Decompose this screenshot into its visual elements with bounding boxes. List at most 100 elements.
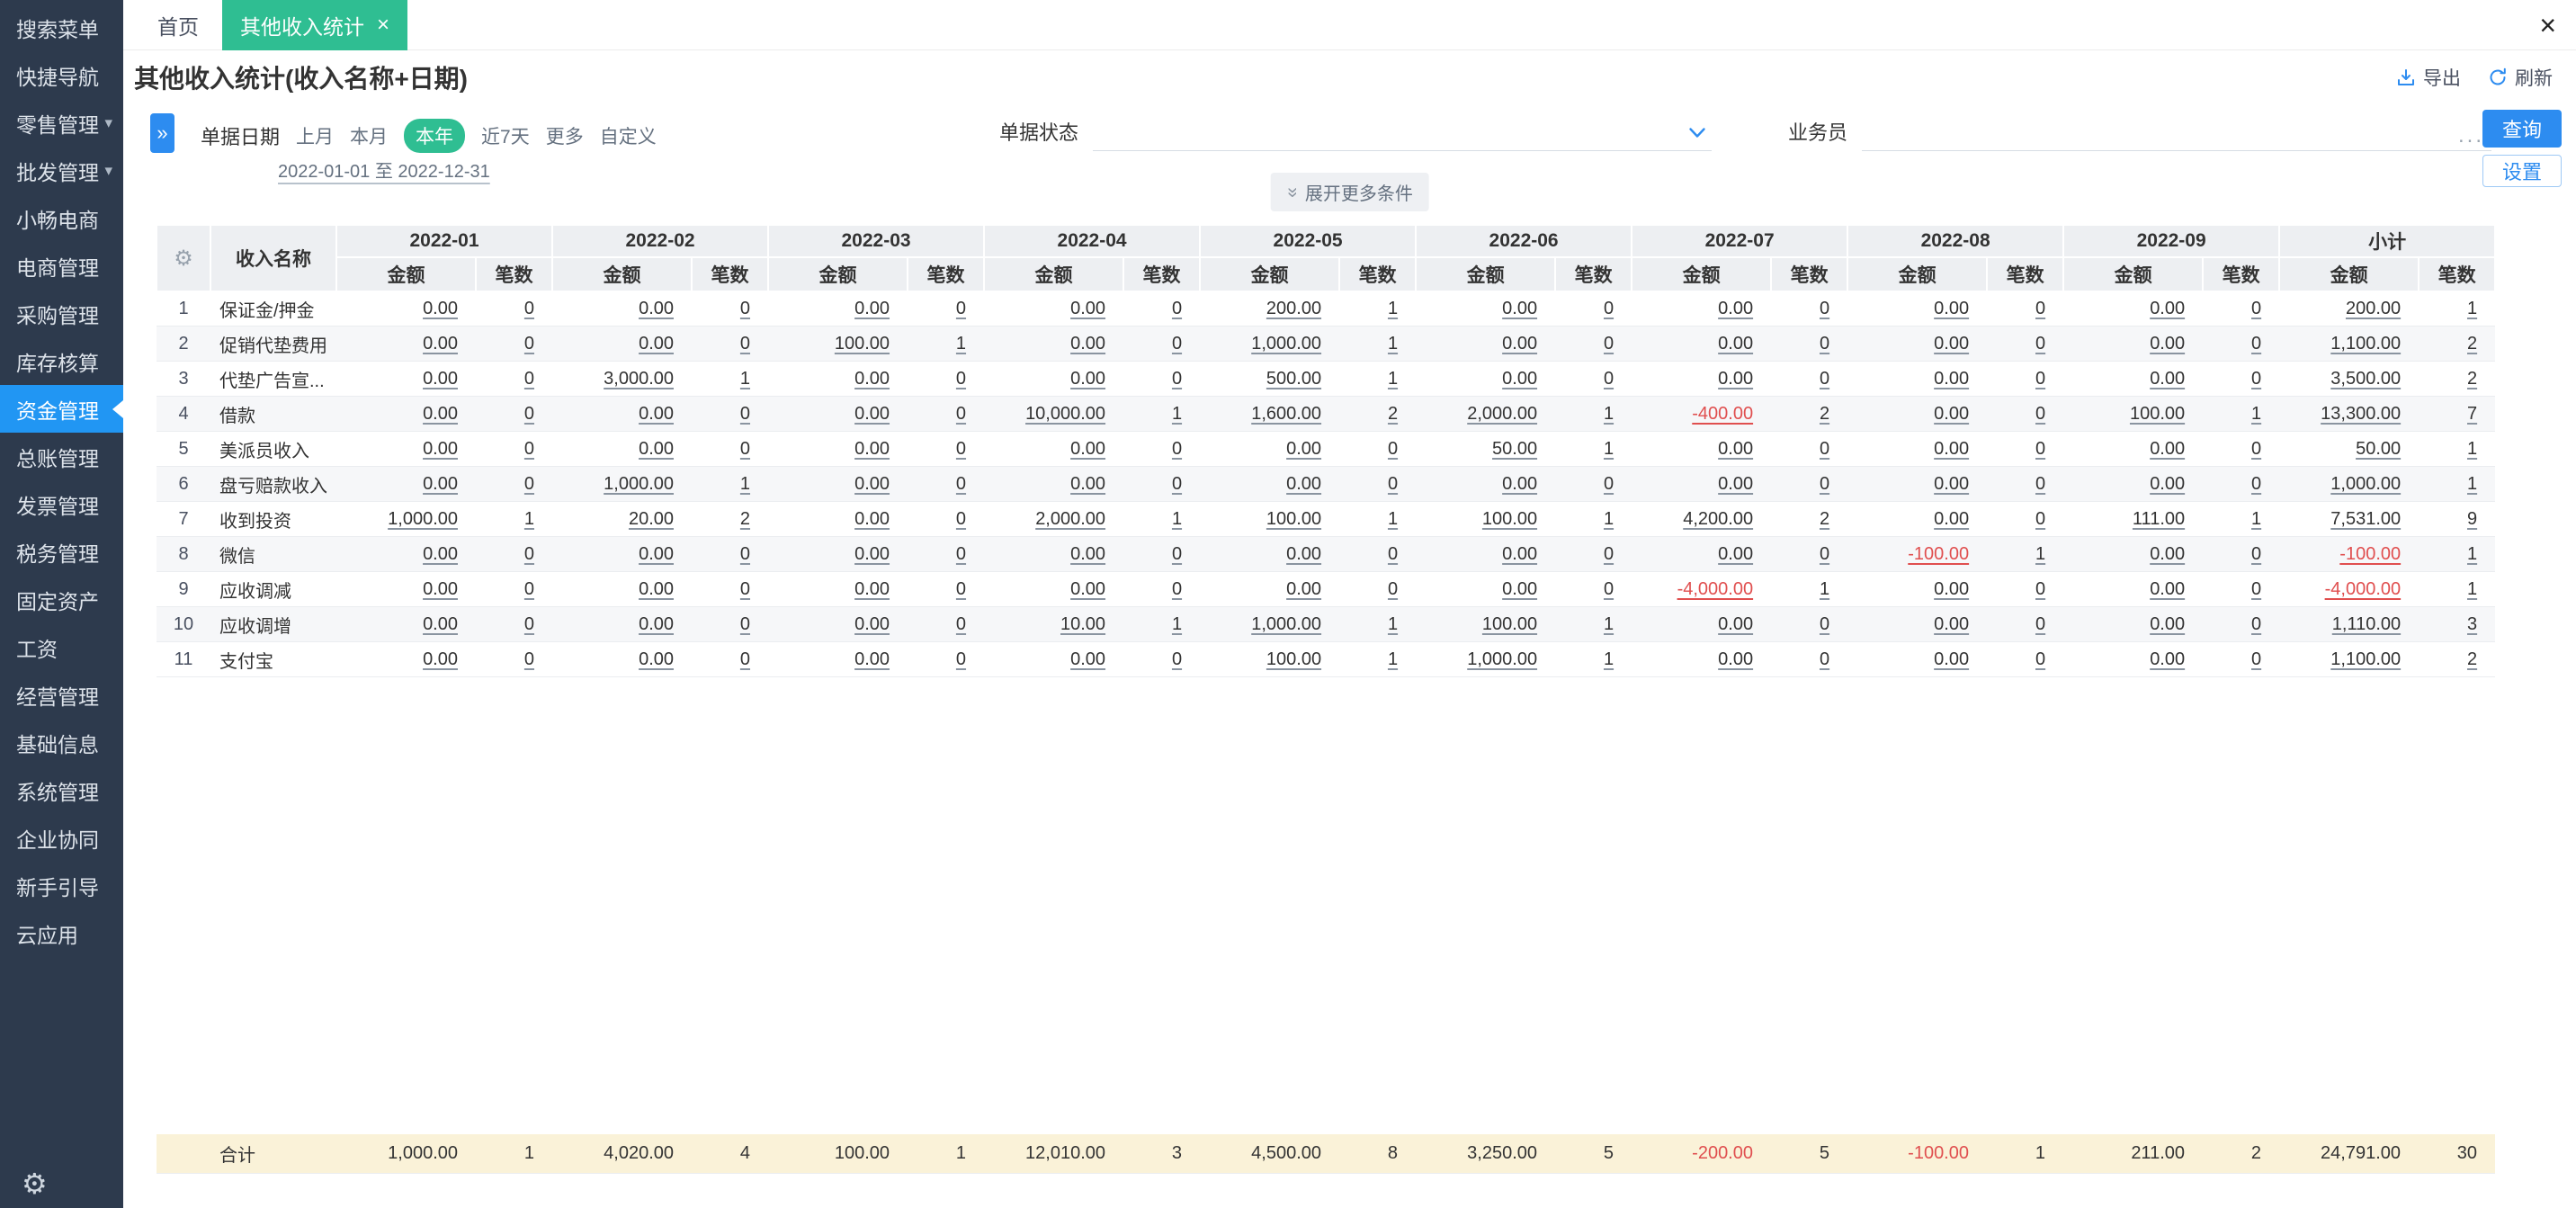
amount-link[interactable]: 50.00 — [2356, 438, 2402, 459]
date-quick-option[interactable]: 上月 — [296, 127, 335, 148]
date-range-value[interactable]: 2022-01-01 至 2022-12-31 — [278, 162, 490, 182]
export-button[interactable]: 导出 — [2396, 64, 2461, 91]
amount-link[interactable]: 0.00 — [1934, 473, 1970, 494]
count-link[interactable]: 1 — [1603, 613, 1614, 634]
sidebar-item[interactable]: 发票管理 — [0, 480, 123, 528]
amount-link[interactable]: 0.00 — [423, 368, 458, 389]
count-link[interactable]: 1 — [2467, 298, 2478, 318]
amount-link[interactable]: 0.00 — [639, 578, 675, 599]
amount-link[interactable]: 0.00 — [2150, 543, 2186, 564]
amount-link[interactable]: 1,100.00 — [2330, 649, 2402, 669]
amount-link[interactable]: 2,000.00 — [1467, 403, 1538, 424]
settings-gear-icon[interactable]: ⚙ — [22, 1168, 48, 1200]
count-link[interactable]: 1 — [523, 508, 535, 529]
count-link[interactable]: 0 — [1603, 333, 1614, 353]
amount-link[interactable]: 7,531.00 — [2330, 508, 2402, 529]
sidebar-item[interactable]: 电商管理 — [0, 242, 123, 290]
amount-link[interactable]: 0.00 — [854, 613, 890, 634]
count-link[interactable]: 0 — [955, 473, 967, 494]
amount-link[interactable]: 500.00 — [1266, 368, 1322, 389]
count-link[interactable]: 1 — [1171, 508, 1183, 529]
count-link[interactable]: 0 — [2035, 403, 2046, 424]
amount-link[interactable]: 0.00 — [854, 473, 890, 494]
sidebar-item[interactable]: 基础信息 — [0, 719, 123, 766]
amount-link[interactable]: 0.00 — [854, 368, 890, 389]
count-link[interactable]: 0 — [2035, 578, 2046, 599]
count-link[interactable]: 0 — [1171, 333, 1183, 353]
sidebar-item[interactable]: 固定资产 — [0, 576, 123, 623]
sidebar-item[interactable]: 新手引导 — [0, 862, 123, 909]
amount-link[interactable]: 13,300.00 — [2321, 403, 2402, 424]
sidebar-item[interactable]: 系统管理 — [0, 766, 123, 814]
amount-link[interactable]: 0.00 — [1934, 578, 1970, 599]
count-link[interactable]: 0 — [1819, 649, 1830, 669]
amount-link[interactable]: 10.00 — [1060, 613, 1106, 634]
amount-link[interactable]: 0.00 — [1718, 613, 1754, 634]
count-link[interactable]: 0 — [2251, 438, 2262, 459]
sidebar-item[interactable]: 资金管理 — [0, 385, 123, 433]
count-link[interactable]: 0 — [955, 543, 967, 564]
amount-link[interactable]: 100.00 — [1266, 649, 1322, 669]
sidebar-item[interactable]: 快捷导航 — [0, 51, 123, 99]
amount-link[interactable]: 0.00 — [1502, 333, 1538, 353]
date-quick-option[interactable]: 更多 — [545, 127, 584, 148]
count-link[interactable]: 1 — [2251, 403, 2262, 424]
amount-link[interactable]: 0.00 — [1070, 298, 1106, 318]
sidebar-item[interactable]: 库存核算 — [0, 337, 123, 385]
amount-link[interactable]: 0.00 — [639, 438, 675, 459]
window-close-icon[interactable]: × — [2539, 8, 2556, 41]
count-link[interactable]: 1 — [2467, 438, 2478, 459]
count-link[interactable]: 1 — [2467, 543, 2478, 564]
count-link[interactable]: 1 — [1171, 403, 1183, 424]
amount-link[interactable]: 1,000.00 — [388, 508, 458, 529]
sidebar-item[interactable]: 采购管理 — [0, 290, 123, 337]
amount-link[interactable]: 0.00 — [1934, 649, 1970, 669]
amount-link[interactable]: -4,000.00 — [2324, 578, 2402, 599]
count-link[interactable]: 0 — [739, 543, 751, 564]
amount-link[interactable]: 0.00 — [423, 298, 458, 318]
count-link[interactable]: 1 — [1819, 578, 1830, 599]
count-link[interactable]: 2 — [2467, 333, 2478, 353]
count-link[interactable]: 0 — [2035, 298, 2046, 318]
amount-link[interactable]: 100.00 — [2129, 403, 2186, 424]
amount-link[interactable]: 50.00 — [1492, 438, 1538, 459]
count-link[interactable]: 0 — [523, 649, 535, 669]
amount-link[interactable]: 0.00 — [854, 438, 890, 459]
amount-link[interactable]: 0.00 — [1070, 578, 1106, 599]
tab-other-income-stats[interactable]: 其他收入统计 × — [222, 0, 408, 50]
amount-link[interactable]: 0.00 — [1934, 403, 1970, 424]
count-link[interactable]: 1 — [1171, 613, 1183, 634]
amount-link[interactable]: 0.00 — [1718, 543, 1754, 564]
amount-link[interactable]: 0.00 — [1286, 473, 1322, 494]
count-link[interactable]: 2 — [2467, 368, 2478, 389]
amount-link[interactable]: 0.00 — [639, 298, 675, 318]
amount-link[interactable]: 0.00 — [1070, 543, 1106, 564]
count-link[interactable]: 0 — [1603, 298, 1614, 318]
count-link[interactable]: 0 — [523, 333, 535, 353]
amount-link[interactable]: 100.00 — [1266, 508, 1322, 529]
collapse-filter-button[interactable]: » — [150, 113, 174, 153]
count-link[interactable]: 0 — [1819, 438, 1830, 459]
count-link[interactable]: 2 — [1819, 403, 1830, 424]
amount-link[interactable]: 1,110.00 — [2331, 613, 2402, 634]
amount-link[interactable]: 0.00 — [1286, 438, 1322, 459]
count-link[interactable]: 0 — [1171, 438, 1183, 459]
amount-link[interactable]: 0.00 — [1934, 613, 1970, 634]
amount-link[interactable]: 0.00 — [423, 438, 458, 459]
count-link[interactable]: 0 — [1171, 298, 1183, 318]
amount-link[interactable]: 0.00 — [1718, 473, 1754, 494]
count-link[interactable]: 0 — [2251, 298, 2262, 318]
count-link[interactable]: 1 — [2251, 508, 2262, 529]
amount-link[interactable]: 0.00 — [1070, 649, 1106, 669]
count-link[interactable]: 0 — [2251, 368, 2262, 389]
count-link[interactable]: 0 — [1171, 473, 1183, 494]
count-link[interactable]: 1 — [739, 368, 751, 389]
count-link[interactable]: 0 — [1387, 473, 1399, 494]
amount-link[interactable]: 0.00 — [1070, 473, 1106, 494]
count-link[interactable]: 1 — [1387, 298, 1399, 318]
settings-button[interactable]: 设置 — [2482, 155, 2562, 187]
count-link[interactable]: 1 — [1603, 508, 1614, 529]
count-link[interactable]: 0 — [523, 403, 535, 424]
amount-link[interactable]: 0.00 — [1502, 298, 1538, 318]
amount-link[interactable]: 0.00 — [2150, 473, 2186, 494]
